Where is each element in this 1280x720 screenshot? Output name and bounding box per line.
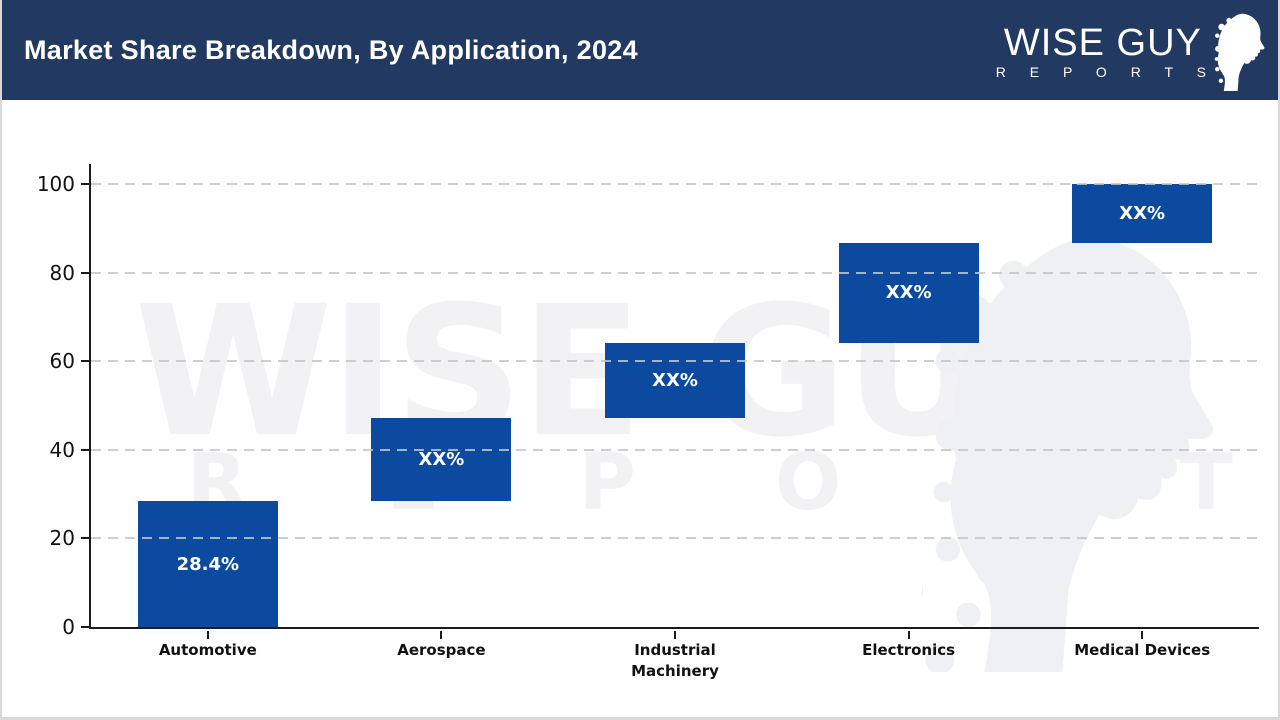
y-tick-mark: [81, 448, 89, 451]
bar-value-label: 28.4%: [176, 553, 240, 575]
bar-value-label: XX%: [885, 282, 932, 304]
x-category-label: Aerospace: [397, 641, 486, 659]
y-gridline: [91, 183, 1259, 186]
y-tick-label: 100: [36, 172, 75, 197]
logo-subtitle: R E P O R T S: [995, 63, 1216, 80]
bar-value-label: XX%: [418, 449, 465, 471]
x-tick-mark: [440, 631, 443, 639]
y-tick-mark: [81, 537, 89, 540]
y-tick-label: 0: [62, 615, 75, 639]
bar-electronics: XX%: [838, 242, 979, 343]
bar-automotive: 28.4%: [137, 501, 278, 627]
x-tick-mark: [206, 631, 209, 639]
y-tick-mark: [81, 360, 89, 363]
y-tick-mark: [81, 626, 89, 628]
x-category-label: Industrial Machinery: [631, 641, 719, 680]
bar-value-label: XX%: [1119, 203, 1166, 225]
x-tick-mark: [674, 631, 676, 639]
y-tick-label: 20: [49, 526, 75, 551]
wiseguy-logo: WISE GUY R E P O R T S: [990, 11, 1272, 91]
y-gridline: [91, 360, 1259, 363]
y-gridline: [91, 537, 1259, 540]
bar-industrial-machinery: XX%: [605, 342, 745, 419]
page-title: Market Share Breakdown, By Application, …: [24, 34, 638, 65]
y-tick-mark: [81, 183, 89, 186]
chart-plot-area: 0 20 40 60 80 100 28.4% Automotive XX% Aerospace X…: [37, 164, 1259, 680]
y-tick-label: 60: [49, 349, 75, 374]
x-tick-mark: [1141, 631, 1144, 639]
logo-wordmark: WISE GUY: [1003, 21, 1202, 64]
x-category-label: Electronics: [862, 641, 956, 659]
logo-text: WISE GUY R E P O R T S: [990, 24, 1216, 79]
y-tick-label: 80: [49, 260, 75, 285]
bar-value-label: XX%: [652, 369, 698, 391]
x-category-label: Medical Devices: [1074, 641, 1211, 659]
header-bar: Market Share Breakdown, By Application, …: [2, 0, 1278, 100]
y-tick-mark: [81, 271, 89, 274]
bar-aerospace: XX%: [371, 418, 512, 502]
x-tick-mark: [907, 631, 910, 639]
y-gridline: [91, 271, 1259, 274]
y-tick-label: 40: [49, 437, 75, 462]
bar-medical-devices: XX%: [1072, 184, 1213, 243]
y-gridline: [91, 448, 1259, 451]
head-profile-icon: [1214, 13, 1265, 91]
x-category-label: Automotive: [158, 641, 257, 659]
